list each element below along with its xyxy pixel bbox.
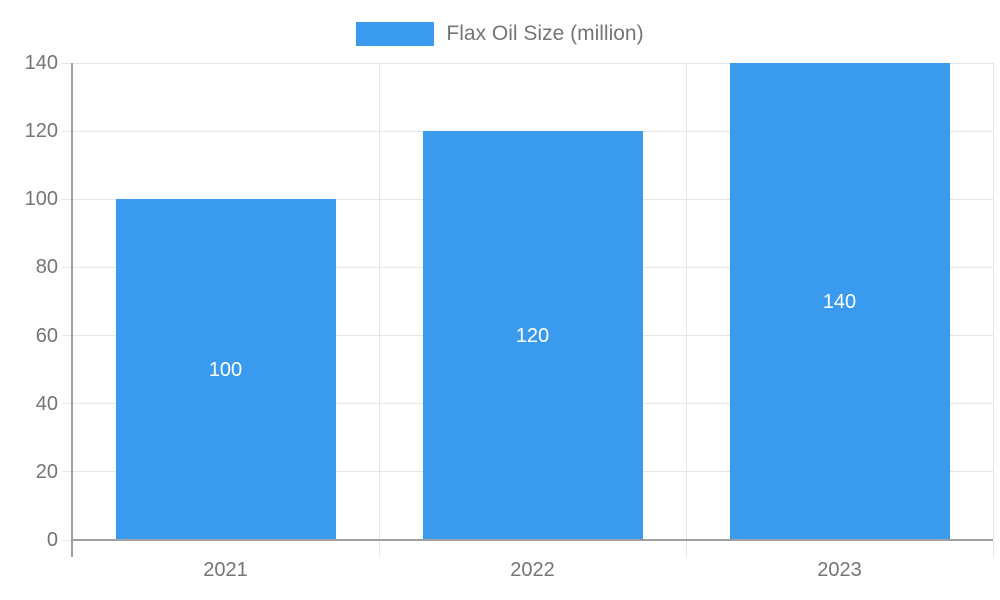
x-axis-line xyxy=(71,539,993,541)
y-tick xyxy=(62,539,72,541)
x-gridline xyxy=(992,63,994,540)
y-axis-tick-label: 100 xyxy=(24,188,58,211)
y-axis-line xyxy=(71,63,73,557)
bar-2021[interactable] xyxy=(115,199,336,540)
x-tick xyxy=(685,541,687,557)
y-axis-tick-label: 40 xyxy=(35,392,58,415)
x-axis-tick-label: 2021 xyxy=(203,559,248,581)
x-tick xyxy=(992,541,994,557)
y-gridline xyxy=(62,62,993,64)
y-axis-tick-label: 120 xyxy=(24,120,58,143)
y-axis-tick-label: 20 xyxy=(35,460,58,483)
y-axis-tick-label: 140 xyxy=(24,52,58,74)
legend-item[interactable]: Flax Oil Size (million) xyxy=(0,22,1000,46)
x-gridline xyxy=(685,63,687,540)
x-axis-tick-label: 2022 xyxy=(510,559,555,581)
y-axis-tick-label: 80 xyxy=(35,256,58,279)
x-axis-tick-label: 2023 xyxy=(817,559,862,581)
x-gridline xyxy=(378,63,380,540)
y-axis-tick-label: 0 xyxy=(46,529,58,551)
y-axis-tick-label: 60 xyxy=(35,324,58,347)
legend-swatch-icon xyxy=(356,22,435,46)
bar-2023[interactable] xyxy=(729,63,950,540)
legend-label: Flax Oil Size (million) xyxy=(446,22,644,45)
bar-2022[interactable] xyxy=(422,131,643,540)
x-tick xyxy=(378,541,380,557)
